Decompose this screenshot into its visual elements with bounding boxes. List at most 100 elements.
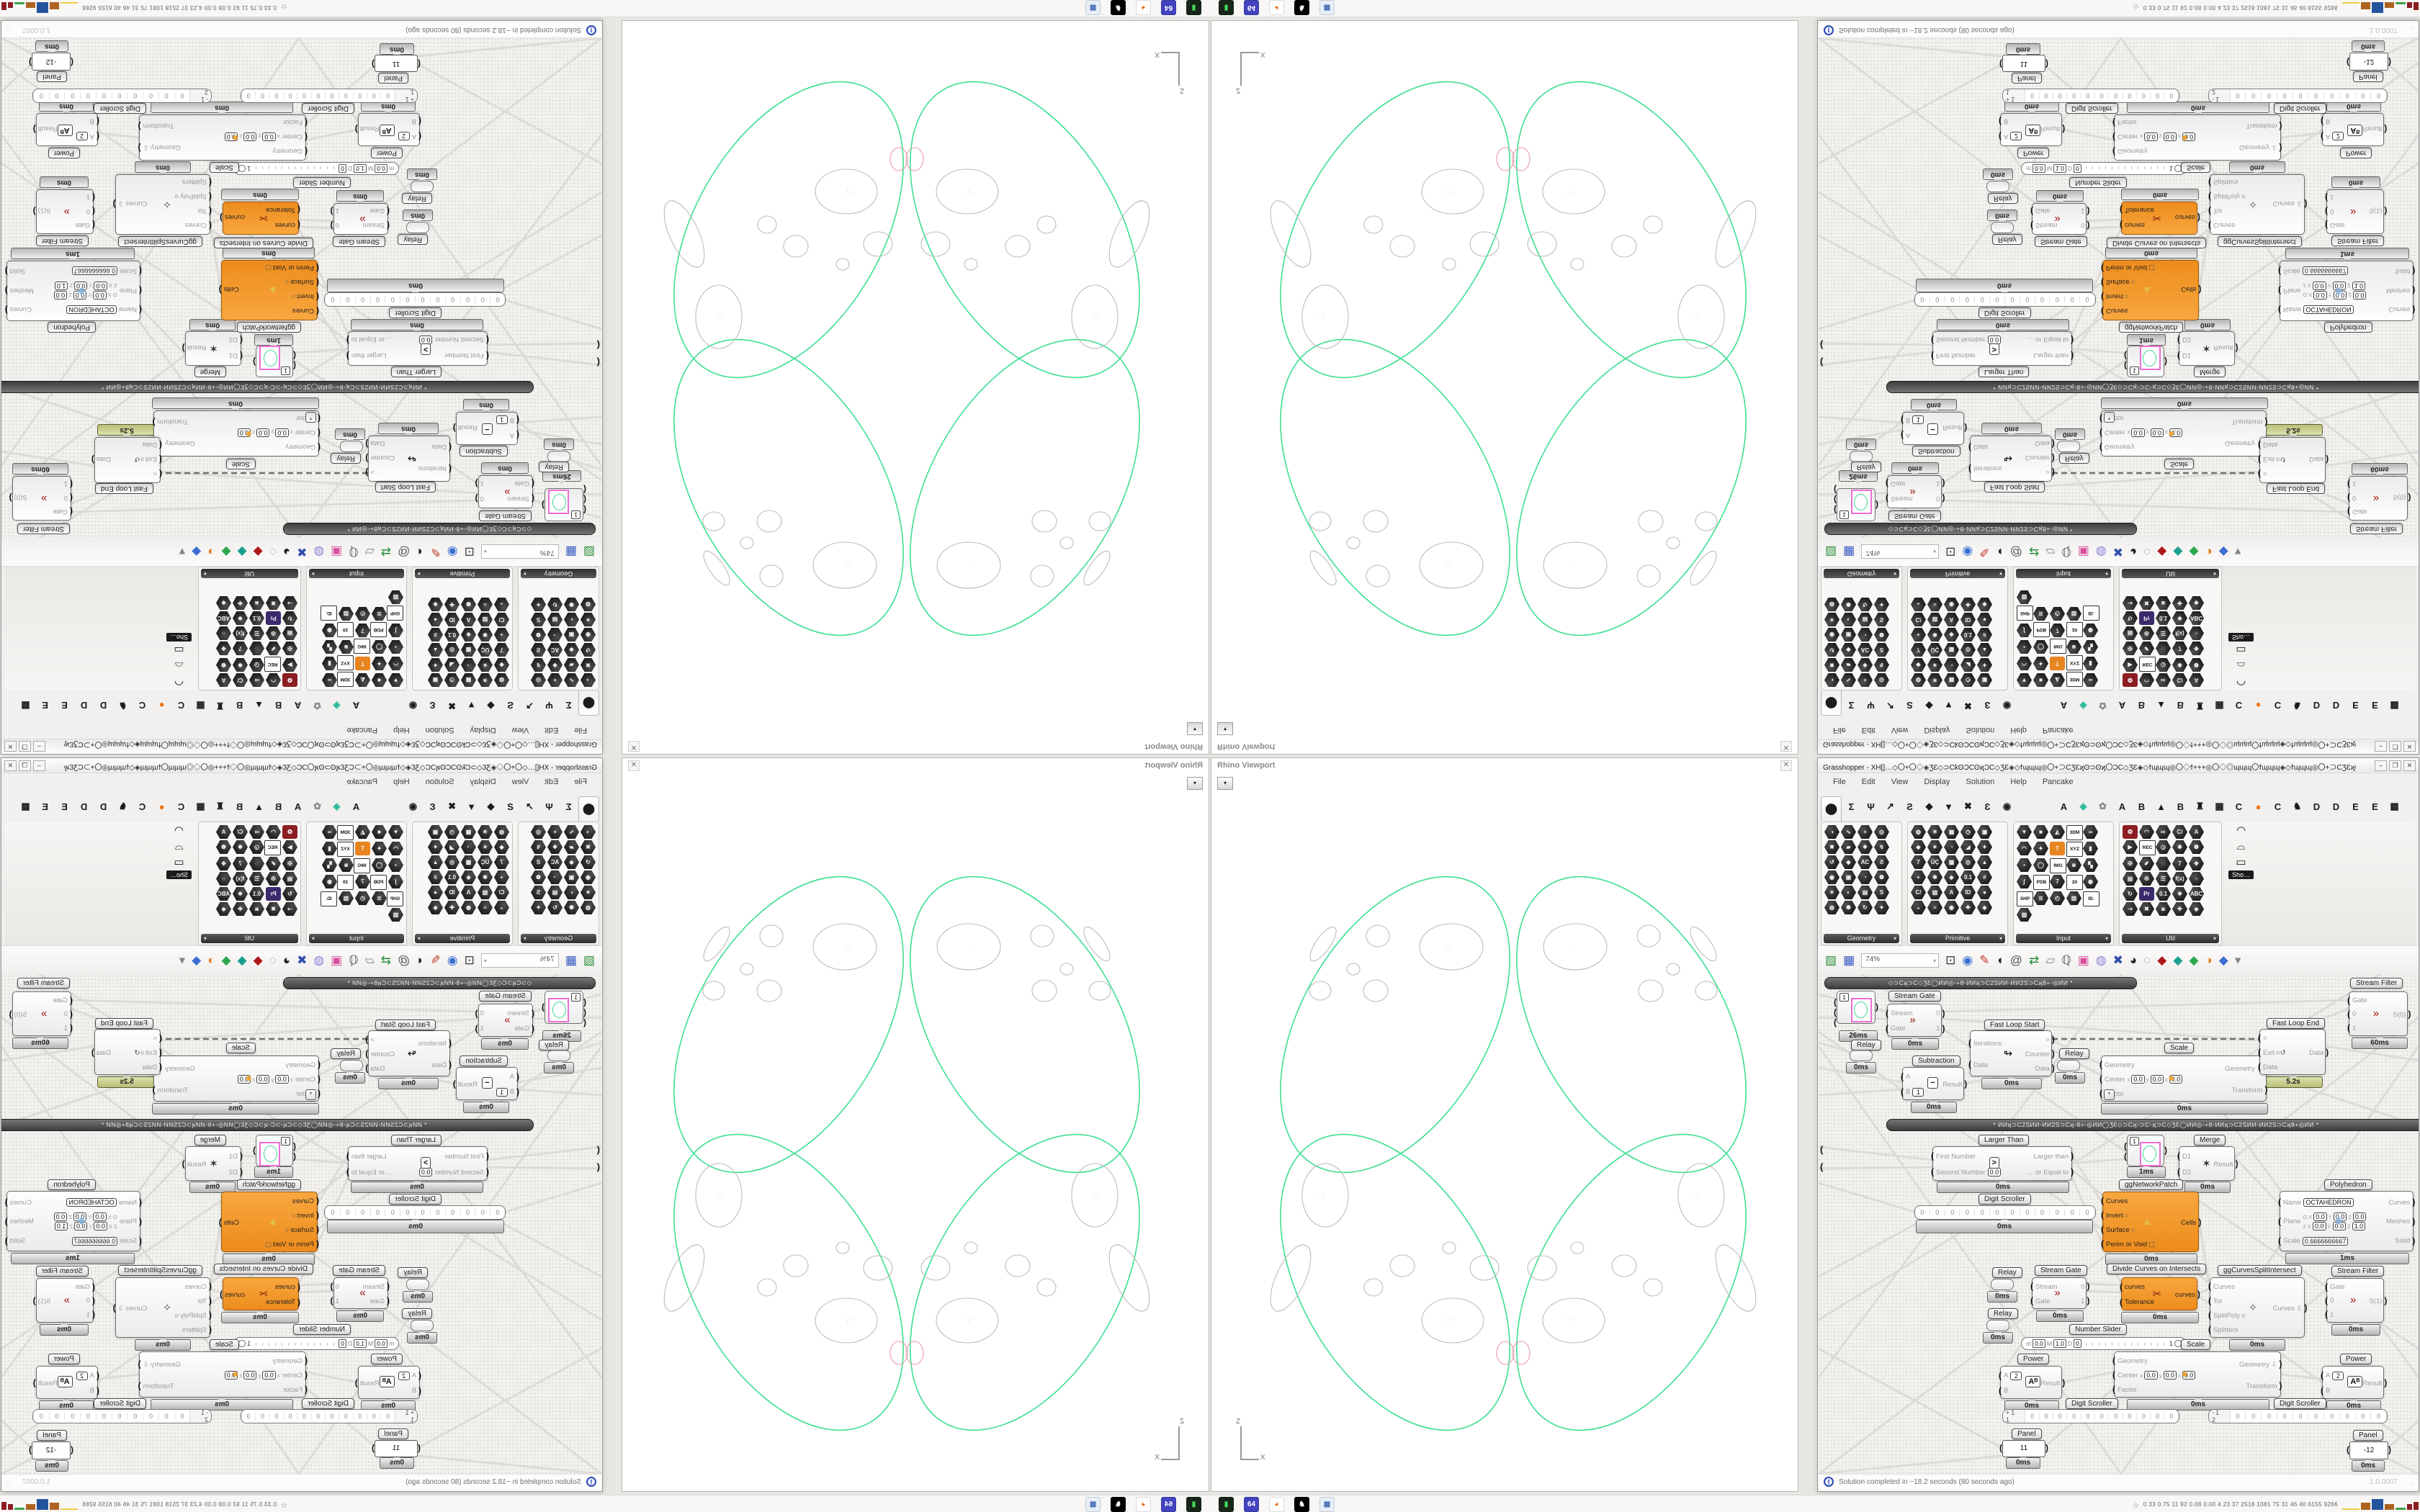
stream-gate-top[interactable]: (Stream(Gate 0) 1)» bbox=[475, 475, 534, 508]
palette-group-footer[interactable]: Util ▾ bbox=[201, 934, 298, 943]
palette-icon[interactable]: ↻ bbox=[282, 611, 297, 625]
component-label[interactable]: Number Slider bbox=[2069, 177, 2127, 188]
fast-loop-start[interactable]: (Iterations (Data >) Counter) Data) ↬ bbox=[1968, 1030, 2055, 1076]
category-tab-4[interactable]: Ƨ bbox=[507, 700, 514, 711]
category-tab-16[interactable]: ▲ bbox=[2156, 801, 2166, 812]
category-tab-11[interactable]: A bbox=[2060, 801, 2068, 812]
palette-icon[interactable]: A bbox=[461, 886, 476, 899]
palette-icon[interactable]: ◑ bbox=[581, 825, 596, 839]
panel-left[interactable]: 11() bbox=[1999, 55, 2048, 72]
palette-icon[interactable]: ❂ bbox=[282, 825, 297, 839]
palette-icon[interactable]: ✚ bbox=[444, 901, 460, 914]
palette-icon[interactable]: ◙ bbox=[2156, 902, 2171, 916]
menu-pancake[interactable]: Pancake bbox=[2042, 726, 2074, 734]
palette-icon[interactable]: ◴ bbox=[2050, 891, 2065, 905]
component-label[interactable]: Larger Than bbox=[390, 1135, 442, 1146]
palette-icon[interactable]: ◉ bbox=[322, 624, 337, 637]
category-tab-24[interactable]: D bbox=[2313, 801, 2321, 812]
category-tab-17[interactable]: B bbox=[2177, 700, 2184, 711]
component-label[interactable]: Stream Gate bbox=[333, 236, 385, 247]
grasshopper-titlebar[interactable]: Grasshopper - XH[]…◇〇+〇◇◈ƷƐ◇⊃ϹƙʘƆϹʘϗƆϹ◇Ʒ… bbox=[1, 739, 602, 754]
stream-filter-bottom[interactable]: (Gate(0(1 S(1))» bbox=[2325, 189, 2387, 234]
taskbar-icon-calculator[interactable]: ▦ bbox=[1085, 1497, 1101, 1512]
definition-canvas[interactable]: ◇⊃Ϲϗ⊃Ϲ◇ƷƐ◯ИИ◎◦+8◦ИИϗ⊃Ϲ2SИИ◦ИИ2S⊃Ϲϗ8+◦◎ИИ… bbox=[1819, 974, 2419, 1475]
category-tab-7[interactable]: ✖ bbox=[448, 701, 456, 711]
category-tab-23[interactable]: ♞ bbox=[2293, 801, 2302, 811]
palette-icon[interactable]: + bbox=[1911, 628, 1926, 642]
subtraction[interactable]: (A(B 1 Result) − bbox=[453, 1067, 519, 1100]
category-tab-2[interactable]: Ψ bbox=[545, 700, 553, 711]
palette-icon[interactable]: ◉ bbox=[322, 875, 337, 888]
palette-icon[interactable]: ✖ bbox=[581, 840, 596, 854]
palette-icon[interactable]: ○ bbox=[216, 626, 231, 640]
palette-icon[interactable]: REC bbox=[2139, 657, 2156, 672]
palette-icon[interactable]: ▣ bbox=[428, 673, 443, 687]
fast-loop-end[interactable]: (<(Exit ○↺(Data Data) bbox=[91, 437, 162, 483]
palette-icon[interactable]: ▼ bbox=[388, 825, 403, 839]
category-tab-13[interactable]: ✿ bbox=[2099, 701, 2107, 711]
palette-group-footer[interactable]: Geometry ▾ bbox=[1824, 934, 1899, 943]
palette-icon[interactable]: ▦ bbox=[1944, 825, 1959, 839]
palette-icon[interactable]: IMG bbox=[2050, 858, 2066, 873]
palette-icon[interactable]: ○ bbox=[216, 872, 231, 886]
palette-icon[interactable]: C/ bbox=[494, 613, 509, 626]
taskbar-app-icons[interactable]: ▮ 64 ◕ ♞ ▦ bbox=[1219, 0, 1335, 15]
canvas-group-bar[interactable]: ◇⊃Ϲϗ⊃Ϲ◇ƷƐ◯ИИ◎◦+8◦ИИϗ⊃Ϲ2SИИ◦ИИ2S⊃Ϲϗ8+◦◎ИИ… bbox=[283, 523, 596, 535]
palette-icon[interactable]: ◢ bbox=[1960, 658, 1976, 672]
component-label[interactable]: Subtraction bbox=[1912, 446, 1960, 456]
toolbar-icon-9[interactable]: ▱ bbox=[2045, 953, 2056, 967]
menu-file[interactable]: File bbox=[1833, 726, 1846, 734]
palette-icon[interactable]: ◉ bbox=[1944, 901, 1959, 914]
expression-icon[interactable]: * bbox=[305, 1089, 316, 1100]
category-tab-1[interactable]: Σ bbox=[1848, 700, 1855, 711]
category-tab-17[interactable]: B bbox=[236, 700, 243, 711]
category-tab-14[interactable]: A bbox=[294, 700, 302, 711]
toolbar-icon-13[interactable]: ✖ bbox=[2112, 953, 2123, 967]
palette-icon[interactable]: ◯ bbox=[2033, 858, 2048, 872]
palette-icon[interactable]: ◢ bbox=[444, 840, 460, 854]
palette-icon[interactable]: ⇢ bbox=[2123, 902, 2138, 916]
menu-pancake[interactable]: Pancake bbox=[346, 726, 378, 734]
palette-group-footer[interactable]: Primitive ▾ bbox=[415, 569, 510, 578]
power-right[interactable]: (A 2(B Result) Aᴮ bbox=[33, 113, 99, 146]
toolbar-icon-10[interactable]: ℚ bbox=[2061, 953, 2071, 967]
category-tab-9[interactable]: ◉ bbox=[408, 801, 418, 811]
component-label[interactable]: Polyhedron bbox=[2324, 322, 2372, 333]
component-label[interactable]: Panel bbox=[37, 1430, 67, 1441]
palette-icon[interactable]: ◢ bbox=[444, 658, 460, 672]
palette-icon[interactable]: ◠ bbox=[266, 825, 281, 839]
palette-icon[interactable]: ≡ bbox=[478, 598, 493, 611]
fast-loop-end[interactable]: (<(Exit ○↺(Data Data) bbox=[2258, 1029, 2329, 1075]
palette-icon[interactable]: ◍ bbox=[494, 825, 509, 839]
palette-icon[interactable]: ❖ bbox=[547, 840, 563, 854]
ellipse-preview-top[interactable]: 1((() bbox=[542, 991, 586, 1027]
palette-icon[interactable]: ▧ bbox=[2017, 590, 2032, 604]
palette-icon[interactable]: ↻ bbox=[282, 887, 297, 901]
palette-icon[interactable]: 0.1 bbox=[444, 870, 460, 884]
toolbar-icon-9[interactable]: ▱ bbox=[2045, 545, 2056, 559]
palette-icon[interactable]: ≡ bbox=[1927, 598, 1942, 611]
palette-icon[interactable]: ◙ bbox=[249, 902, 264, 916]
toolbar-icon-1[interactable]: ▦ bbox=[1843, 545, 1855, 559]
taskbar-icon-gimp-app[interactable]: ♞ bbox=[1294, 0, 1309, 15]
component-label[interactable]: Relay bbox=[1851, 1040, 1881, 1050]
rhino-viewport-window[interactable]: Rhino Viewport ✕ ▾ · ˙· ¸· ·˙ · · ˙· ¸· ·˙ … bbox=[622, 757, 1209, 1492]
toolbar-icon-17[interactable]: ◆ bbox=[237, 545, 247, 559]
palette-icon[interactable]: ◯ bbox=[372, 640, 387, 654]
palette-icon[interactable]: 7 bbox=[494, 643, 509, 657]
palette-icon[interactable]: ▪ bbox=[388, 640, 403, 654]
component-label[interactable]: Merge bbox=[194, 366, 226, 377]
palette-icon[interactable]: ✱ bbox=[478, 628, 493, 642]
palette-icon[interactable]: ☰ bbox=[249, 626, 264, 640]
palette-icon[interactable]: 7 bbox=[2050, 875, 2065, 888]
palette-icon[interactable]: ◒ bbox=[1911, 901, 1926, 914]
menu-file[interactable]: File bbox=[574, 726, 587, 734]
component-label[interactable]: Stream Gate bbox=[1888, 510, 1941, 521]
scale-xform-bottom[interactable]: (Geometry (Center x 0.0 y 0.0 z 0.0 (Factor Geome… bbox=[2112, 1351, 2282, 1398]
resize-grip-icon[interactable]: ∴ bbox=[5, 24, 10, 32]
stream-filter-bottom[interactable]: (Gate(0(1 S(1))» bbox=[2325, 1278, 2387, 1323]
palette-icon[interactable]: ❁ bbox=[531, 870, 546, 884]
category-tab-1[interactable]: Σ bbox=[565, 700, 572, 711]
palette-icon[interactable]: ◌ bbox=[249, 857, 264, 870]
